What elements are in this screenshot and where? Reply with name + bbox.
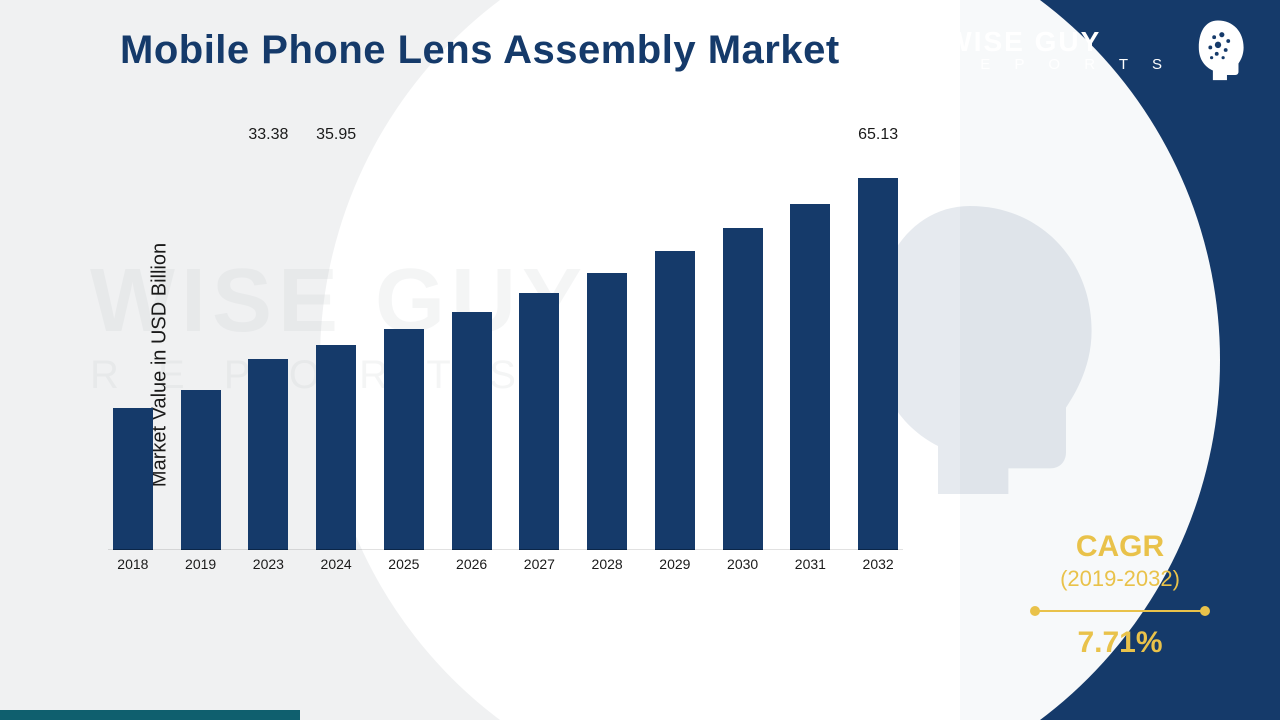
brand-text: WISE GUY R E P O R T S — [945, 27, 1172, 72]
cagr-block: CAGR (2019-2032) 7.71% — [1020, 530, 1220, 660]
bar — [519, 293, 559, 550]
bar — [316, 345, 356, 550]
bar-slot: 2018 — [108, 150, 158, 550]
bar-slot: 2028 — [582, 150, 632, 550]
brand-head-icon — [1186, 18, 1250, 82]
bar — [723, 228, 763, 550]
x-tick-label: 2031 — [795, 556, 826, 572]
x-tick-label: 2025 — [388, 556, 419, 572]
cagr-value: 7.71% — [1020, 626, 1220, 660]
bar — [790, 204, 830, 550]
bar — [181, 390, 221, 550]
x-tick-label: 2032 — [863, 556, 894, 572]
chart-title: Mobile Phone Lens Assembly Market — [120, 28, 840, 73]
bar-slot: 35.952024 — [311, 150, 361, 550]
bar-slot: 2027 — [515, 150, 565, 550]
x-tick-label: 2019 — [185, 556, 216, 572]
bar-slot: 2031 — [786, 150, 836, 550]
x-tick-label: 2030 — [727, 556, 758, 572]
bar-value-label: 33.38 — [248, 126, 288, 144]
bar-slot: 2025 — [379, 150, 429, 550]
bar — [452, 312, 492, 550]
cagr-divider — [1035, 610, 1205, 612]
brand-line2: R E P O R T S — [945, 57, 1172, 73]
x-tick-label: 2028 — [592, 556, 623, 572]
bottom-accent-bar — [0, 710, 300, 720]
x-tick-label: 2018 — [117, 556, 148, 572]
bar — [384, 329, 424, 550]
bar-slot: 65.132032 — [853, 150, 903, 550]
bar — [113, 408, 153, 550]
bar-slot: 2030 — [718, 150, 768, 550]
bar-slot: 2019 — [176, 150, 226, 550]
cagr-title: CAGR — [1020, 530, 1220, 564]
brand-line1: WISE GUY — [945, 27, 1172, 56]
bar — [655, 251, 695, 550]
bar-slot: 2026 — [447, 150, 497, 550]
bar-slot: 33.382023 — [244, 150, 294, 550]
bar — [248, 359, 288, 550]
x-tick-label: 2023 — [253, 556, 284, 572]
bars-container: 2018 2019 33.382023 35.952024 2025 2026 2027 20… — [108, 150, 903, 550]
cagr-range: (2019-2032) — [1020, 566, 1220, 592]
x-tick-label: 2026 — [456, 556, 487, 572]
bar — [858, 178, 898, 550]
x-tick-label: 2024 — [321, 556, 352, 572]
bar-value-label: 35.95 — [316, 126, 356, 144]
bar-value-label: 65.13 — [858, 126, 898, 144]
bar — [587, 273, 627, 550]
chart-stage: WISE GUY R E P O R T S Mobile Phone Lens… — [0, 0, 1280, 720]
brand-logo: WISE GUY R E P O R T S — [945, 18, 1250, 82]
bar-slot: 2029 — [650, 150, 700, 550]
x-tick-label: 2029 — [659, 556, 690, 572]
x-tick-label: 2027 — [524, 556, 555, 572]
bar-chart: Market Value in USD Billion 2018201933.3… — [78, 150, 903, 580]
